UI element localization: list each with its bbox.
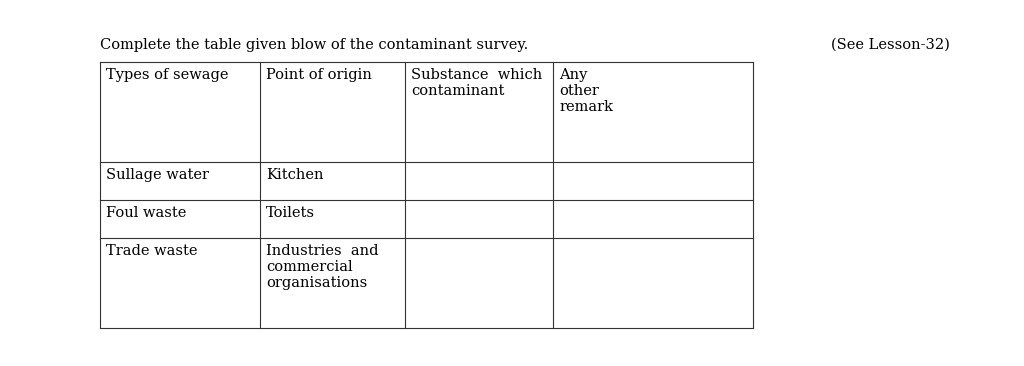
Text: Substance  which
contaminant: Substance which contaminant: [411, 68, 543, 98]
Text: Point of origin: Point of origin: [266, 68, 372, 82]
Text: Trade waste: Trade waste: [106, 244, 198, 258]
Text: Industries  and
commercial
organisations: Industries and commercial organisations: [266, 244, 379, 290]
Text: Toilets: Toilets: [266, 206, 315, 220]
Text: (See Lesson-32): (See Lesson-32): [831, 38, 950, 52]
Text: Any
other
remark: Any other remark: [559, 68, 613, 115]
Text: Kitchen: Kitchen: [266, 168, 324, 182]
Text: Sullage water: Sullage water: [106, 168, 209, 182]
Text: Complete the table given blow of the contaminant survey.: Complete the table given blow of the con…: [100, 38, 528, 52]
Text: Types of sewage: Types of sewage: [106, 68, 228, 82]
Text: Foul waste: Foul waste: [106, 206, 186, 220]
